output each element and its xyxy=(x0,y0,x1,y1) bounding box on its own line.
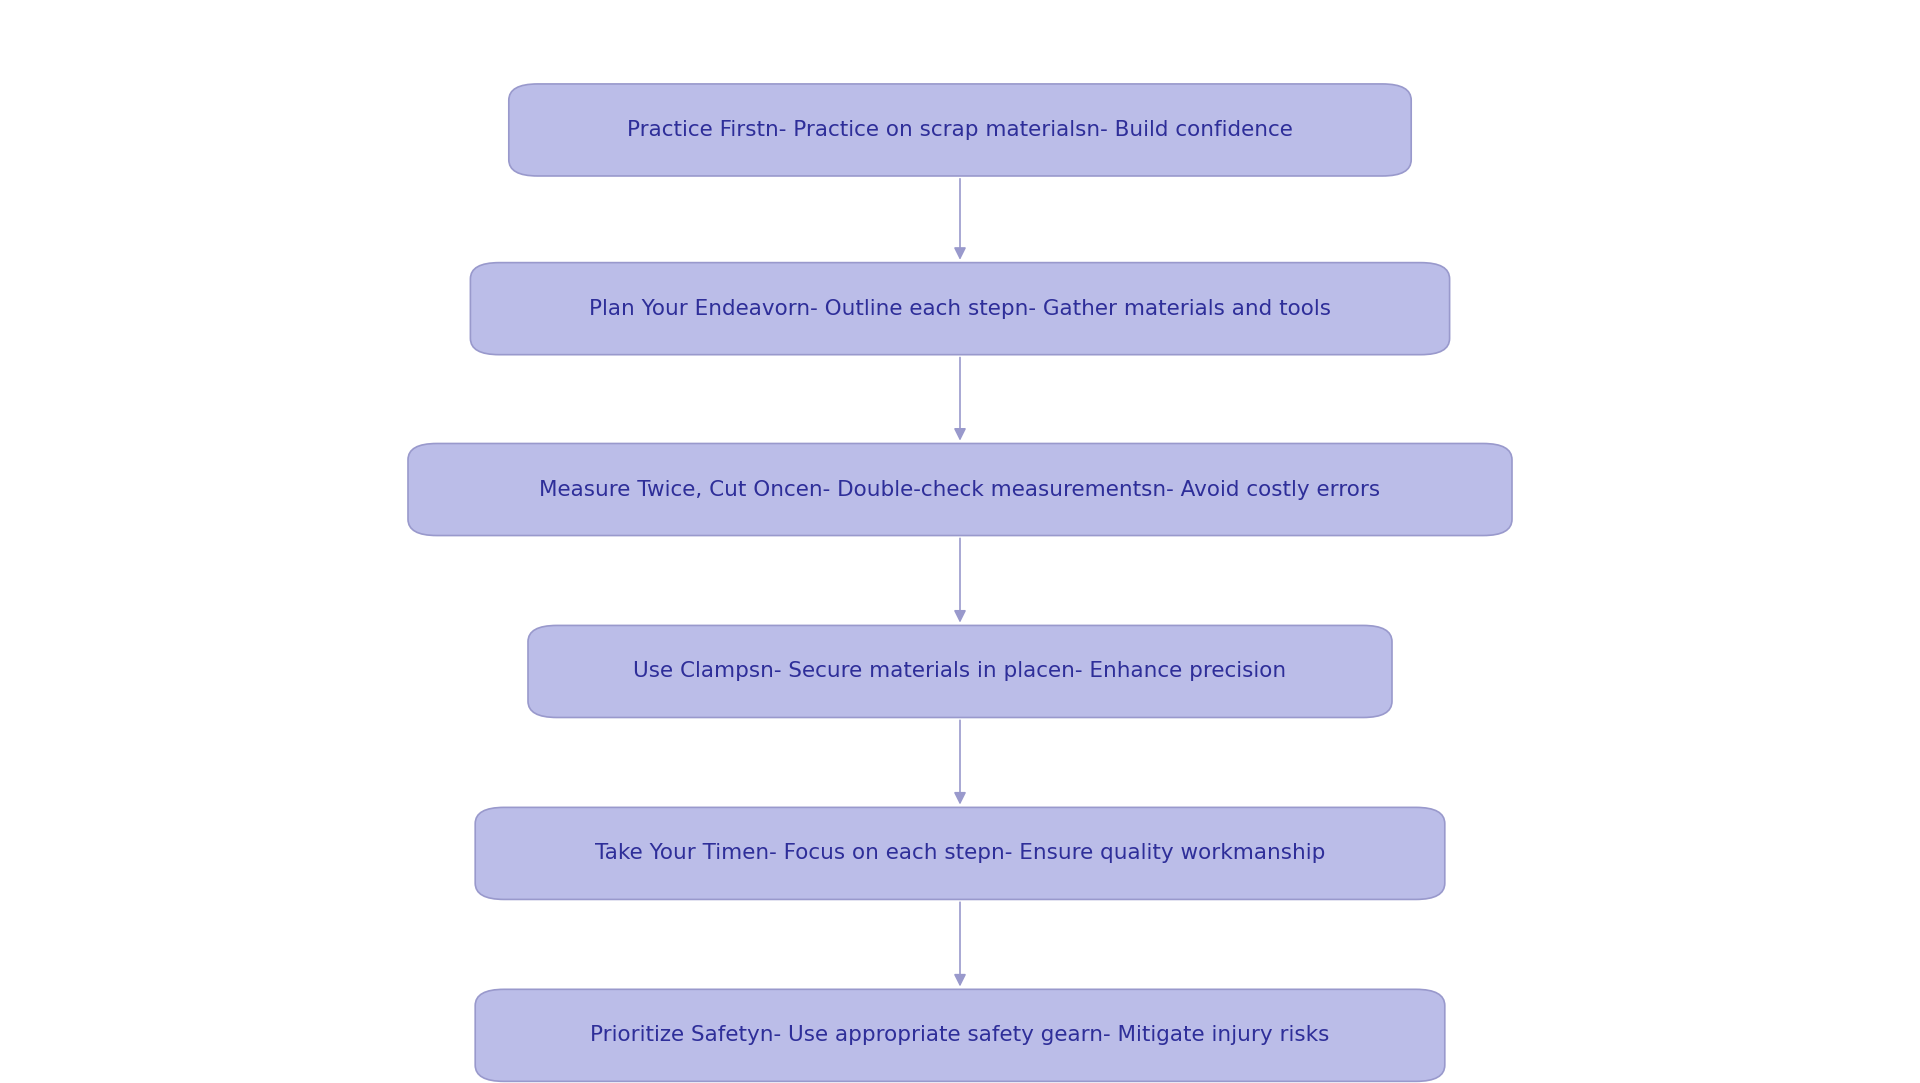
Text: Use Clampsn- Secure materials in placen- Enhance precision: Use Clampsn- Secure materials in placen-… xyxy=(634,662,1286,681)
FancyBboxPatch shape xyxy=(470,263,1450,355)
FancyBboxPatch shape xyxy=(407,444,1513,535)
Text: Plan Your Endeavorn- Outline each stepn- Gather materials and tools: Plan Your Endeavorn- Outline each stepn-… xyxy=(589,299,1331,318)
FancyBboxPatch shape xyxy=(528,626,1392,718)
Text: Prioritize Safetyn- Use appropriate safety gearn- Mitigate injury risks: Prioritize Safetyn- Use appropriate safe… xyxy=(589,1026,1331,1045)
Text: Practice Firstn- Practice on scrap materialsn- Build confidence: Practice Firstn- Practice on scrap mater… xyxy=(628,120,1292,140)
Text: Take Your Timen- Focus on each stepn- Ensure quality workmanship: Take Your Timen- Focus on each stepn- En… xyxy=(595,844,1325,863)
FancyBboxPatch shape xyxy=(476,990,1444,1081)
FancyBboxPatch shape xyxy=(476,808,1444,899)
Text: Measure Twice, Cut Oncen- Double-check measurementsn- Avoid costly errors: Measure Twice, Cut Oncen- Double-check m… xyxy=(540,480,1380,499)
FancyBboxPatch shape xyxy=(509,84,1411,175)
